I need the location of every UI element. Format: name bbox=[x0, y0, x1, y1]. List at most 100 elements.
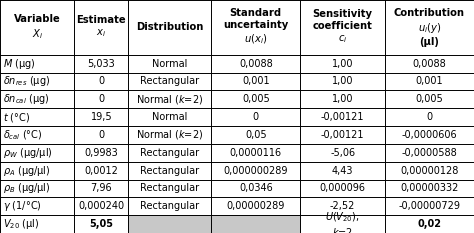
Bar bbox=[128, 179, 211, 197]
Text: $t$ (°C): $t$ (°C) bbox=[3, 111, 30, 124]
Text: $M$ (μg): $M$ (μg) bbox=[3, 57, 36, 71]
Text: 19,5: 19,5 bbox=[91, 112, 112, 122]
Text: Standard
uncertainty
$u(x_i)$: Standard uncertainty $u(x_i)$ bbox=[223, 8, 289, 46]
Bar bbox=[211, 55, 301, 73]
Bar bbox=[385, 162, 474, 179]
Text: 0,0346: 0,0346 bbox=[239, 183, 273, 193]
Bar bbox=[385, 108, 474, 126]
Text: 0: 0 bbox=[426, 112, 432, 122]
Text: Contribution
$u_i(y)$
(μl): Contribution $u_i(y)$ (μl) bbox=[394, 8, 465, 47]
Bar bbox=[74, 108, 128, 126]
Bar bbox=[128, 90, 211, 108]
Bar bbox=[0, 73, 74, 90]
Text: 0,000096: 0,000096 bbox=[319, 183, 365, 193]
Text: Rectangular: Rectangular bbox=[140, 201, 200, 211]
Bar bbox=[301, 197, 385, 215]
Text: 1,00: 1,00 bbox=[332, 76, 353, 86]
Text: 0: 0 bbox=[253, 112, 259, 122]
Bar bbox=[301, 215, 385, 233]
Bar bbox=[128, 215, 211, 233]
Text: -0,0000588: -0,0000588 bbox=[401, 148, 457, 158]
Text: $\gamma$ (1/°C): $\gamma$ (1/°C) bbox=[3, 199, 42, 213]
Bar bbox=[74, 179, 128, 197]
Bar bbox=[211, 179, 301, 197]
Bar bbox=[128, 144, 211, 162]
Text: Rectangular: Rectangular bbox=[140, 148, 200, 158]
Bar bbox=[301, 90, 385, 108]
Text: 0: 0 bbox=[98, 76, 104, 86]
Bar bbox=[128, 126, 211, 144]
Bar bbox=[128, 73, 211, 90]
Text: Normal ($k$=2): Normal ($k$=2) bbox=[136, 128, 203, 141]
Text: 5,05: 5,05 bbox=[89, 219, 113, 229]
Text: Sensitivity
coefficient
$c_i$: Sensitivity coefficient $c_i$ bbox=[312, 10, 373, 45]
Text: -2,52: -2,52 bbox=[330, 201, 356, 211]
Bar bbox=[301, 73, 385, 90]
Text: 0: 0 bbox=[98, 94, 104, 104]
Bar bbox=[0, 144, 74, 162]
Text: 4,43: 4,43 bbox=[332, 166, 353, 176]
Text: 0,001: 0,001 bbox=[242, 76, 270, 86]
Text: $\rho_A$ (μg/μl): $\rho_A$ (μg/μl) bbox=[3, 164, 50, 178]
Bar bbox=[301, 144, 385, 162]
Text: 0,9983: 0,9983 bbox=[84, 148, 118, 158]
Bar bbox=[211, 197, 301, 215]
Bar bbox=[0, 179, 74, 197]
Bar bbox=[0, 90, 74, 108]
Text: 0,00000289: 0,00000289 bbox=[227, 201, 285, 211]
Bar bbox=[74, 197, 128, 215]
Bar bbox=[301, 55, 385, 73]
Bar bbox=[301, 126, 385, 144]
Bar bbox=[0, 197, 74, 215]
Text: 0,0088: 0,0088 bbox=[239, 59, 273, 69]
Text: $V_{20}$ (μl): $V_{20}$ (μl) bbox=[3, 217, 39, 231]
Text: 0: 0 bbox=[98, 130, 104, 140]
Text: -0,00121: -0,00121 bbox=[321, 130, 365, 140]
Bar bbox=[385, 215, 474, 233]
Bar bbox=[385, 73, 474, 90]
Text: Variable
$X_i$: Variable $X_i$ bbox=[14, 14, 61, 41]
Text: 0,005: 0,005 bbox=[242, 94, 270, 104]
Text: -5,06: -5,06 bbox=[330, 148, 355, 158]
Bar bbox=[128, 0, 211, 55]
Text: 0,000240: 0,000240 bbox=[78, 201, 124, 211]
Text: Normal: Normal bbox=[152, 59, 188, 69]
Text: Estimate
$x_i$: Estimate $x_i$ bbox=[76, 15, 126, 39]
Bar bbox=[74, 0, 128, 55]
Bar bbox=[385, 144, 474, 162]
Bar bbox=[0, 0, 74, 55]
Bar bbox=[0, 215, 74, 233]
Text: -0,00121: -0,00121 bbox=[321, 112, 365, 122]
Bar bbox=[385, 90, 474, 108]
Bar bbox=[74, 162, 128, 179]
Bar bbox=[211, 108, 301, 126]
Bar bbox=[74, 126, 128, 144]
Bar bbox=[385, 197, 474, 215]
Text: 0,005: 0,005 bbox=[416, 94, 443, 104]
Text: Rectangular: Rectangular bbox=[140, 183, 200, 193]
Bar bbox=[301, 108, 385, 126]
Bar bbox=[128, 108, 211, 126]
Text: 0,0012: 0,0012 bbox=[84, 166, 118, 176]
Text: Normal: Normal bbox=[152, 112, 188, 122]
Bar bbox=[301, 0, 385, 55]
Text: $\delta n_{res}$ (μg): $\delta n_{res}$ (μg) bbox=[3, 75, 50, 89]
Bar bbox=[74, 215, 128, 233]
Text: Distribution: Distribution bbox=[136, 22, 203, 32]
Bar bbox=[128, 55, 211, 73]
Bar bbox=[211, 144, 301, 162]
Text: 0,00000128: 0,00000128 bbox=[400, 166, 458, 176]
Bar bbox=[74, 73, 128, 90]
Text: 0,000000289: 0,000000289 bbox=[224, 166, 288, 176]
Text: 0,05: 0,05 bbox=[245, 130, 266, 140]
Text: 7,96: 7,96 bbox=[91, 183, 112, 193]
Bar bbox=[301, 179, 385, 197]
Bar bbox=[385, 0, 474, 55]
Bar bbox=[211, 215, 301, 233]
Text: 1,00: 1,00 bbox=[332, 94, 353, 104]
Text: 0,001: 0,001 bbox=[416, 76, 443, 86]
Text: $\delta_{cal}$ (°C): $\delta_{cal}$ (°C) bbox=[3, 128, 43, 142]
Bar bbox=[385, 179, 474, 197]
Bar bbox=[385, 55, 474, 73]
Bar bbox=[211, 90, 301, 108]
